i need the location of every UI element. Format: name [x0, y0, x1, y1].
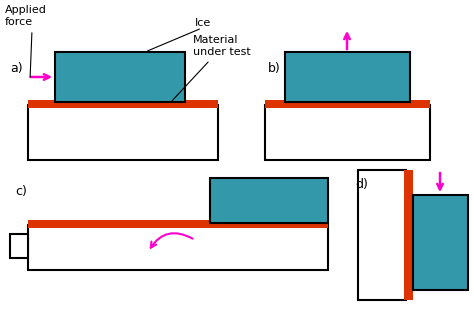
- Bar: [413, 195, 468, 290]
- Bar: [28, 220, 328, 228]
- Text: d): d): [355, 178, 368, 191]
- Text: Ice: Ice: [195, 18, 211, 28]
- Bar: [404, 170, 413, 300]
- Bar: [28, 100, 218, 108]
- Bar: [210, 178, 328, 223]
- Text: Material
under test: Material under test: [193, 35, 251, 57]
- Bar: [358, 170, 406, 300]
- Bar: [10, 234, 28, 258]
- Bar: [265, 105, 430, 160]
- Text: a): a): [10, 62, 23, 75]
- Bar: [28, 105, 218, 160]
- Text: Applied
force: Applied force: [5, 5, 47, 27]
- Text: c): c): [15, 185, 27, 198]
- Bar: [55, 52, 185, 102]
- Bar: [285, 52, 410, 102]
- Bar: [265, 100, 430, 108]
- Bar: [28, 225, 328, 270]
- Text: b): b): [268, 62, 281, 75]
